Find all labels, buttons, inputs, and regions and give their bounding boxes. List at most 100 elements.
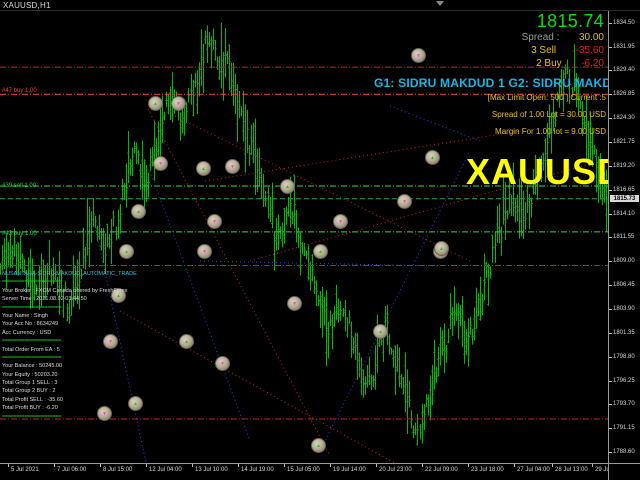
price-tick-label: 1811.55	[613, 234, 635, 241]
time-tick-label: 14 Jul 19:00	[241, 467, 274, 473]
arrow-up-icon: ▲	[153, 100, 158, 107]
price-tick-mark	[609, 332, 612, 334]
time-tick-label: 19 Jul 14:00	[333, 467, 366, 473]
price-tick: 1798.80	[609, 353, 640, 362]
price-tick-mark	[609, 237, 612, 239]
order-level-label: #39 sell 1.00	[2, 183, 37, 189]
price-scale[interactable]: 1834.50 1831.95 1829.40 1826.85 1824.30 1821.…	[608, 11, 640, 463]
ea-info-row: Total Profit SELL : -35.60	[2, 396, 63, 403]
order-marker-sell[interactable]: ▼	[411, 48, 426, 63]
time-tick-mark	[552, 464, 553, 467]
ea-info-title: NUSANTARA-SIDRU-MAKDUD_AUTOMATIC_TRADE	[2, 271, 137, 277]
arrow-up-icon: ▲	[116, 292, 121, 299]
time-tick-label: 28 Jul 13:00	[555, 467, 588, 473]
arrow-up-icon: ▲	[318, 248, 323, 255]
time-scale[interactable]: 5 Jul 2021 7 Jul 06:00 8 Jul 15:00 12 Jul 0…	[0, 463, 628, 480]
ea-info-row: Server Time : 2021.08.02 03:44:50	[2, 296, 87, 303]
order-marker-buy[interactable]: ▲	[131, 204, 146, 219]
arrow-up-icon: ▲	[316, 442, 321, 449]
sell-count-label: 3 Sell	[531, 45, 557, 56]
spread-row: Spread : 30.00	[522, 31, 604, 44]
ea-info-rows: Your Broker : FXCM Canada ohered by Fres…	[2, 287, 128, 421]
price-tick-label: 1814.10	[613, 210, 635, 217]
ea-info-row: Acc Currency : USD	[2, 329, 52, 336]
time-tick-mark	[376, 464, 377, 467]
buy-count-label: 2 Buy	[536, 58, 562, 69]
order-marker-sell[interactable]: ▼	[171, 96, 186, 111]
sell-row: 3 Sell -35.60	[522, 44, 604, 57]
ea-info-row: Total Group 2 BUY : 2	[2, 388, 56, 395]
price-tick: 1811.55	[609, 233, 640, 242]
order-marker-buy[interactable]: ▲	[148, 96, 163, 111]
arrow-up-icon: ▲	[133, 400, 138, 407]
order-marker-sell[interactable]: ▼	[103, 334, 118, 349]
time-tick-mark	[592, 464, 593, 467]
order-marker-sell[interactable]: ▼	[197, 244, 212, 259]
price-tick: 1819.20	[609, 162, 640, 171]
order-marker-buy[interactable]: ▲	[434, 241, 449, 256]
order-marker-sell[interactable]: ▼	[225, 159, 240, 174]
price-tick-label: 1816.65	[613, 186, 635, 193]
price-tick: 1803.90	[609, 305, 640, 314]
arrow-down-icon: ▼	[102, 410, 107, 417]
ea-info-sep-top: =====================	[2, 279, 62, 286]
order-marker-sell[interactable]: ▼	[287, 296, 302, 311]
arrow-down-icon: ▼	[212, 218, 217, 225]
order-marker-buy[interactable]: ▲	[196, 161, 211, 176]
order-marker-sell[interactable]: ▼	[215, 356, 230, 371]
order-marker-buy[interactable]: ▲	[373, 324, 388, 339]
price-tick: 1806.45	[609, 281, 640, 290]
chevron-down-icon[interactable]	[436, 1, 444, 6]
order-marker-buy[interactable]: ▲	[425, 150, 440, 165]
ea-info-row: Your Balance : 50245.00	[2, 363, 63, 370]
time-tick-label: 8 Jul 15:00	[103, 467, 133, 473]
price-tick-mark	[609, 309, 612, 311]
arrow-down-icon: ▼	[202, 248, 207, 255]
time-tick-mark	[54, 464, 55, 467]
arrow-down-icon: ▼	[220, 360, 225, 367]
symbol-watermark: XAUUSD	[466, 151, 625, 192]
scale-corner	[608, 463, 640, 480]
order-marker-sell[interactable]: ▼	[333, 214, 348, 229]
arrow-up-icon: ▲	[439, 245, 444, 252]
current-price-tag: 1815.73	[609, 194, 640, 204]
price-tick-mark	[609, 70, 612, 72]
price-tick-label: 1809.00	[613, 258, 635, 265]
price-tick-label: 1819.20	[613, 162, 635, 169]
order-marker-buy[interactable]: ▲	[111, 288, 126, 303]
price-tick: 1791.15	[609, 424, 640, 433]
arrow-down-icon: ▼	[416, 52, 421, 59]
price-tick: 1814.10	[609, 210, 640, 219]
price-tick-mark	[609, 22, 612, 24]
time-tick-label: 23 Jul 18:00	[471, 467, 504, 473]
price-tick-mark	[609, 118, 612, 120]
ea-info-row: Your Broker : FXCM Canada ohered by Fres…	[2, 287, 128, 294]
order-marker-buy[interactable]: ▲	[128, 396, 143, 411]
order-marker-buy[interactable]: ▲	[311, 438, 326, 453]
arrow-up-icon: ▲	[378, 328, 383, 335]
price-tick-mark	[609, 356, 612, 358]
chart-plot-area[interactable]	[0, 11, 608, 463]
order-marker-buy[interactable]: ▲	[280, 179, 295, 194]
order-level-label: #47 buy 1.00	[2, 88, 37, 94]
time-tick-mark	[8, 464, 9, 467]
order-marker-buy[interactable]: ▲	[313, 244, 328, 259]
time-tick-mark	[146, 464, 147, 467]
order-marker-sell[interactable]: ▼	[397, 194, 412, 209]
ea-info-row: Total Order From EA : 5	[2, 346, 60, 353]
ea-limit-line: [Max Limit Open: 500 ] Current :5	[487, 93, 606, 102]
price-tick: 1829.40	[609, 66, 640, 75]
price-tick: 1816.65	[609, 186, 640, 195]
order-marker-buy[interactable]: ▲	[179, 334, 194, 349]
arrow-down-icon: ▼	[230, 163, 235, 170]
price-tick: 1824.30	[609, 114, 640, 123]
order-marker-sell[interactable]: ▼	[207, 214, 222, 229]
arrow-down-icon: ▼	[338, 218, 343, 225]
price-tick-mark	[609, 261, 612, 263]
order-marker-sell[interactable]: ▼	[153, 156, 168, 171]
time-tick-mark	[192, 464, 193, 467]
price-chart-svg	[0, 22, 608, 463]
order-marker-sell[interactable]: ▼	[97, 406, 112, 421]
order-marker-buy[interactable]: ▲	[119, 244, 134, 259]
price-tick-mark	[609, 165, 612, 167]
